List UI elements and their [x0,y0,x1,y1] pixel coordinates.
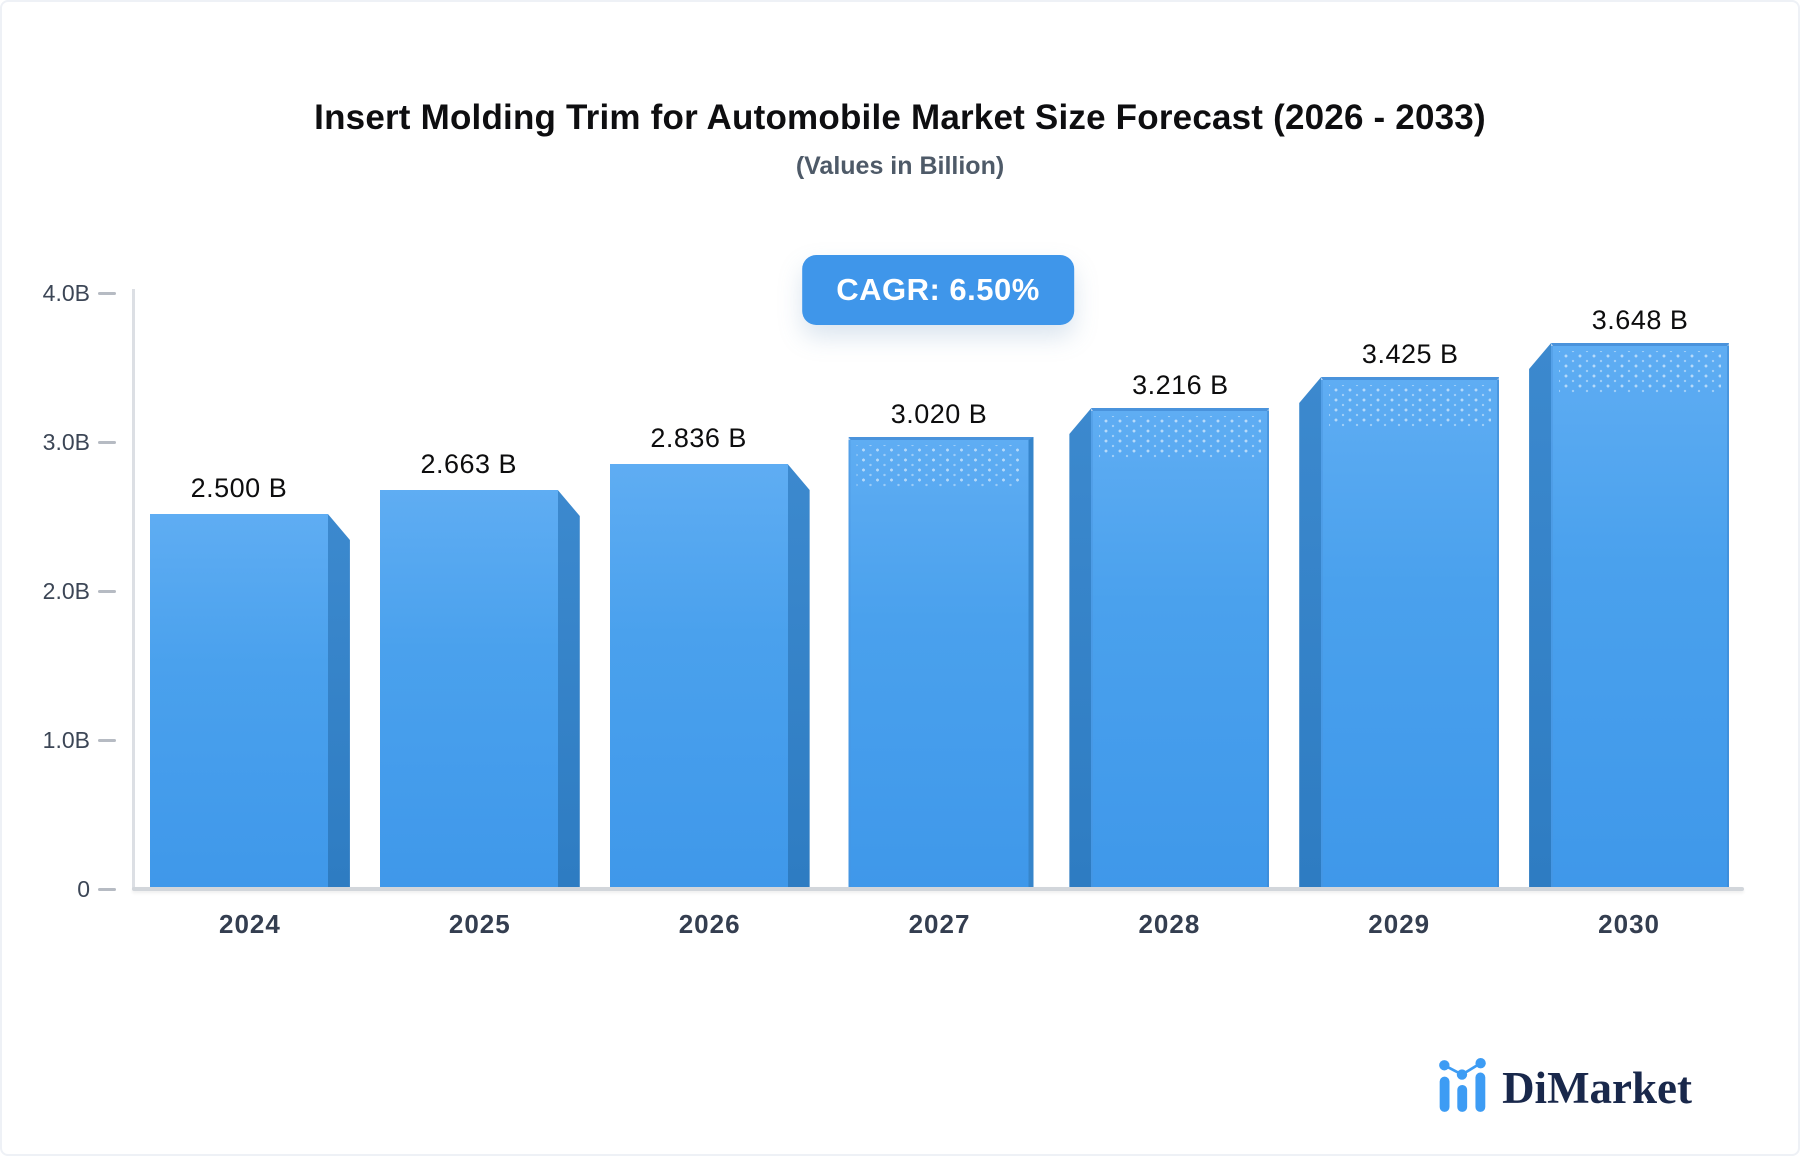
x-axis-label: 2028 [1138,909,1201,939]
y-tick-dash [98,292,116,295]
bar-face: 2.663 B [379,449,558,887]
x-axis-label: 2027 [908,909,971,939]
bar-value-label: 2.836 B [650,423,747,453]
bar-column: 2.836 B 2026 [595,291,825,939]
x-axis-label: 2029 [1368,909,1431,939]
bar-face: 3.216 B [1091,370,1270,887]
bar-column: 2.500 B 2024 [135,291,365,939]
y-tick-dash [98,441,116,444]
x-axis-label: 2030 [1598,909,1660,939]
page-title: Insert Molding Trim for Automobile Marke… [314,98,1486,137]
plot-area: 2.500 B 2024 2.663 B 2025 2.836 B 2026 3.020 B… [135,291,1744,939]
bar-dot-texture [1329,385,1492,427]
bar-side-3d [1299,377,1322,887]
bar: 2.500 B [149,473,350,887]
bar-value-label: 3.020 B [890,399,988,429]
bar-value-label: 3.216 B [1132,370,1229,400]
bar: 2.663 B [379,449,580,887]
bar-column: 3.648 B 2030 [1514,291,1744,939]
bar-dot-texture [1099,416,1262,458]
bar-face: 3.648 B [1551,305,1730,887]
y-tick-dash [98,590,116,593]
y-tick-label: 1.0B [42,727,90,753]
bar: 3.648 B [1529,305,1730,887]
bar: 3.020 B [848,399,1033,887]
y-tick-label: 3.0B [42,429,90,455]
bar-face: 3.020 B [848,399,1033,887]
bar-dot-texture [856,445,1022,487]
x-axis-label: 2024 [219,909,281,939]
bar-side-3d [557,490,580,887]
y-axis-line [132,289,135,889]
bar-value-label: 2.500 B [190,473,288,503]
logo-text: DiMarket [1502,1063,1692,1113]
bar-column: 3.216 B 2028 [1054,291,1284,939]
cagr-badge: CAGR: 6.50% [802,255,1074,325]
bar: 2.836 B [609,423,810,887]
bar-side-3d [327,514,350,887]
bar-value-label: 3.425 B [1361,339,1459,369]
bar-value-label: 2.663 B [420,449,518,479]
bar-column: 3.020 B 2027 [825,291,1055,939]
bar-value-label: 3.648 B [1591,305,1689,335]
y-tick-label: 4.0B [42,280,90,306]
chart-subtitle: (Values in Billion) [795,152,1005,180]
bar-side-3d [787,464,810,887]
y-tick-dash [98,888,116,891]
x-axis-label: 2025 [448,909,511,939]
x-axis-label: 2026 [678,909,741,939]
bar-side-3d [1529,343,1552,887]
y-tick-dash [98,739,116,742]
bar-face: 2.836 B [609,423,788,887]
bar: 3.216 B [1069,370,1270,887]
x-axis-line [132,887,1744,891]
y-tick-label: 0 [77,876,90,902]
y-tick-label: 2.0B [42,578,90,604]
bar-face: 3.425 B [1321,339,1500,887]
bar-dot-texture [1559,351,1722,393]
bar-side-3d [1069,408,1092,887]
bar-column: 3.425 B 2029 [1284,291,1514,939]
logo: DiMarket [1437,1058,1692,1119]
bar-chart-logo-icon [1437,1058,1489,1119]
bar-face: 2.500 B [149,473,328,887]
bar-column: 2.663 B 2025 [365,291,595,939]
bar: 3.425 B [1299,339,1500,887]
